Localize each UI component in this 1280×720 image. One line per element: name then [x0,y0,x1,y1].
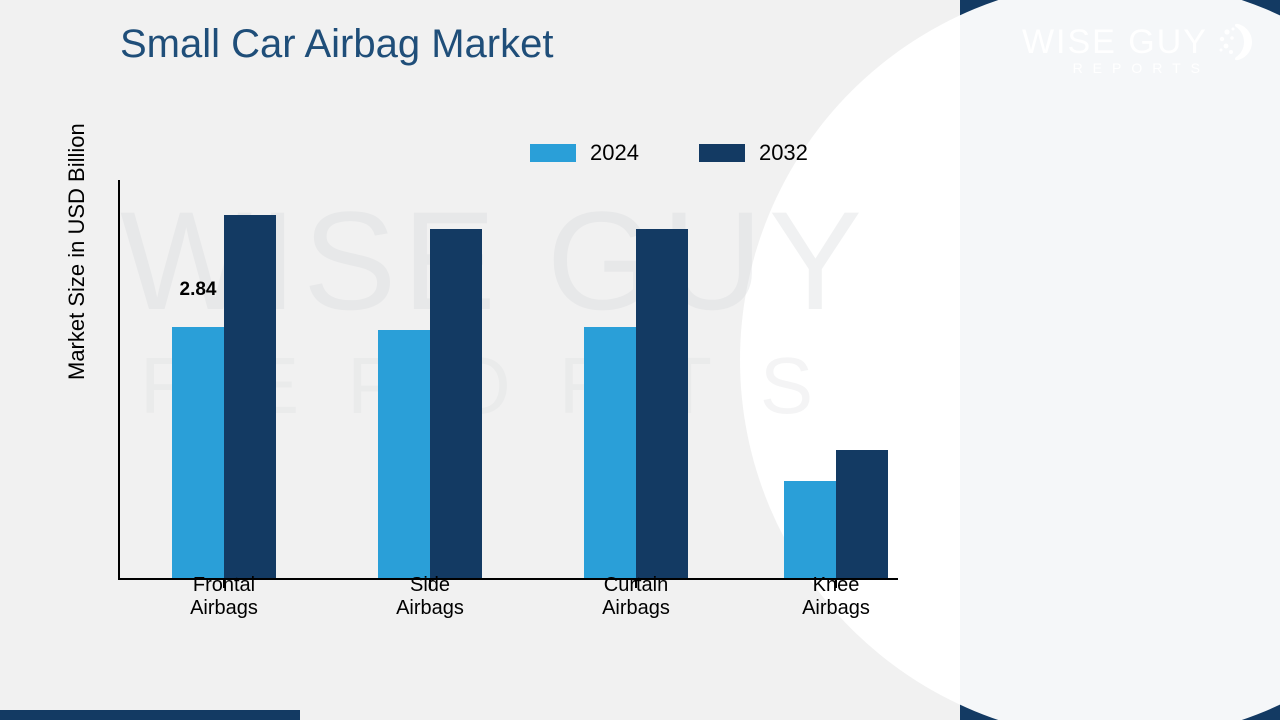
x-axis-label: SideAirbags [360,574,500,620]
bar-value-label: 2.84 [180,279,217,301]
y-axis-label: Market Size in USD Billion [64,123,90,380]
brand-sub: REPORTS [1022,60,1254,76]
bar-2024 [784,481,836,578]
bar-group [584,229,688,578]
bar-2024 [378,330,430,578]
legend-swatch-2024 [530,144,576,162]
plot-area: 2.84 [120,180,898,578]
bar-2024 [172,327,224,578]
stage: WISE GUY REPORTS Small Car Airbag Market… [0,0,1280,720]
head-icon [1214,22,1254,62]
legend-label-2032: 2032 [759,140,808,166]
x-axis-label: KneeAirbags [766,574,906,620]
x-axis-label: FrontalAirbags [154,574,294,620]
bar-2032 [430,229,482,578]
bar-2024 [584,327,636,578]
x-axis-label: CurtainAirbags [566,574,706,620]
bar-2032 [836,450,888,578]
legend-label-2024: 2024 [590,140,639,166]
legend-swatch-2032 [699,144,745,162]
brand-logo: WISE GUY REPORTS [1022,22,1254,76]
footer-strip [0,710,300,720]
bar-group [784,450,888,578]
bar-group [378,229,482,578]
chart-area: 2.84 FrontalAirbags SideAirbags CurtainAir… [118,180,898,620]
brand-name: WISE GUY [1022,23,1208,62]
legend-item-2032: 2032 [699,140,808,166]
bar-2032 [224,215,276,578]
right-panel [960,0,1280,720]
bar-2032 [636,229,688,578]
bar-group [172,215,276,578]
legend: 2024 2032 [530,140,808,166]
chart-title: Small Car Airbag Market [120,22,553,67]
legend-item-2024: 2024 [530,140,639,166]
